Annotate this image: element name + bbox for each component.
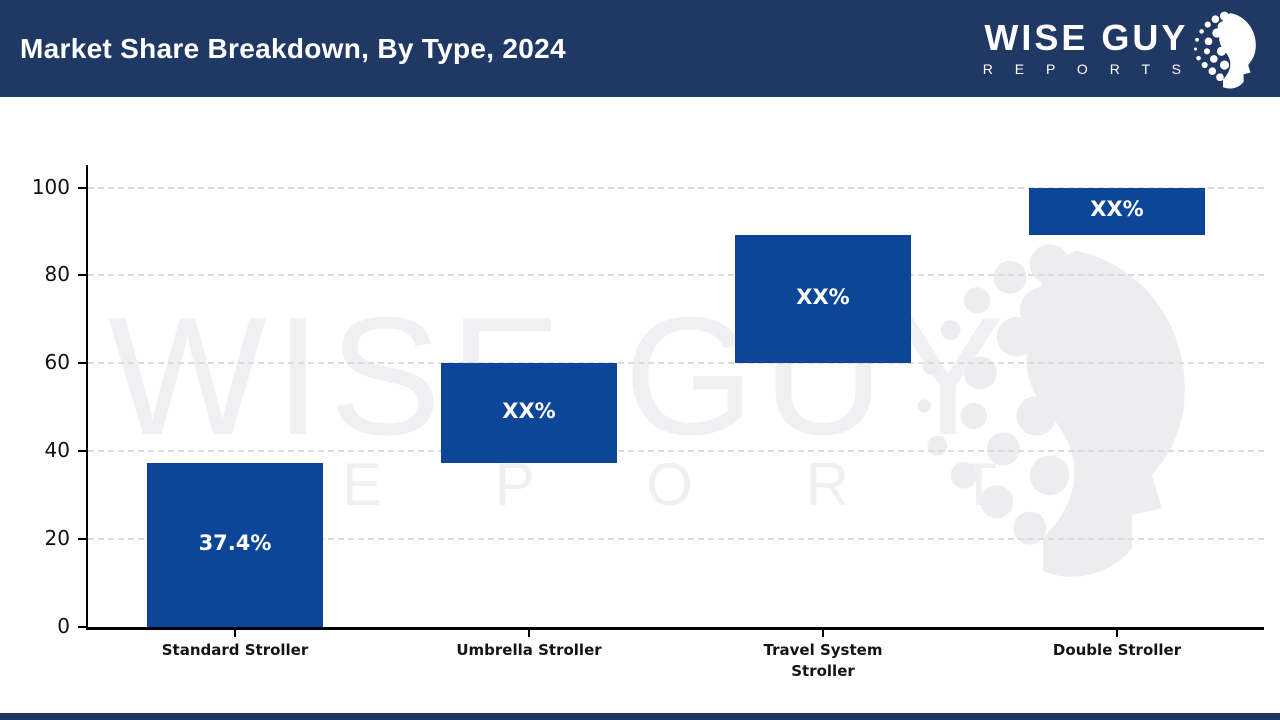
bar-value-label-double-stroller: XX% (1090, 197, 1144, 221)
x-tick-mark (1116, 630, 1118, 637)
gridline-60 (88, 362, 1264, 365)
y-tick-mark (78, 274, 86, 277)
y-tick-label: 0 (57, 614, 70, 638)
x-axis-line (86, 627, 1264, 630)
logo-wordmark: WISE GUY (984, 17, 1189, 58)
watermark-head-icon (917, 244, 1185, 577)
y-tick-mark (78, 362, 86, 365)
x-tick-mark (528, 630, 530, 637)
bar-value-label-umbrella-stroller: XX% (502, 398, 556, 423)
logo-head-icon (1193, 11, 1256, 89)
y-tick-label: 100 (31, 174, 70, 199)
page-title: Market Share Breakdown, By Type, 2024 (20, 32, 566, 64)
gridline-40 (88, 450, 1264, 453)
gridline-100 (88, 186, 1264, 189)
bar-umbrella-stroller (441, 363, 617, 463)
y-tick-mark (78, 186, 86, 189)
x-tick-mark (822, 630, 824, 637)
gridline-20 (88, 538, 1264, 541)
category-label-double-stroller: Double Stroller (1052, 641, 1182, 659)
header: Market Share Breakdown, By Type, 2024 WI… (0, 0, 1280, 97)
footer-bar (0, 713, 1280, 720)
bar-double-stroller (1029, 187, 1205, 235)
y-tick-mark (78, 626, 86, 628)
x-tick-mark (234, 630, 236, 637)
y-tick-label: 80 (44, 262, 70, 287)
category-label-standard-stroller: Standard Stroller (161, 641, 309, 659)
bar-value-label-standard-stroller: 37.4% (198, 530, 272, 555)
category-label-travel-system-stroller: Travel System Stroller (763, 641, 883, 680)
y-axis-line (86, 165, 88, 629)
logo-text: WISE GUY R E P O R T S (982, 17, 1190, 78)
y-tick-mark (78, 450, 86, 453)
brand-logo: WISE GUY R E P O R T S (983, 7, 1266, 91)
bar-value-label-travel-system-stroller: XX% (796, 284, 850, 309)
y-tick-label: 60 (44, 350, 70, 375)
y-tick-label: 40 (44, 438, 70, 463)
y-tick-label: 20 (44, 526, 70, 551)
bar-travel-system-stroller (735, 234, 911, 364)
y-tick-mark (78, 538, 86, 541)
gridline-80 (88, 274, 1264, 277)
bar-standard-stroller (147, 462, 323, 627)
logo-subtext: R E P O R T S (982, 61, 1190, 77)
category-label-umbrella-stroller: Umbrella Stroller (456, 641, 602, 659)
